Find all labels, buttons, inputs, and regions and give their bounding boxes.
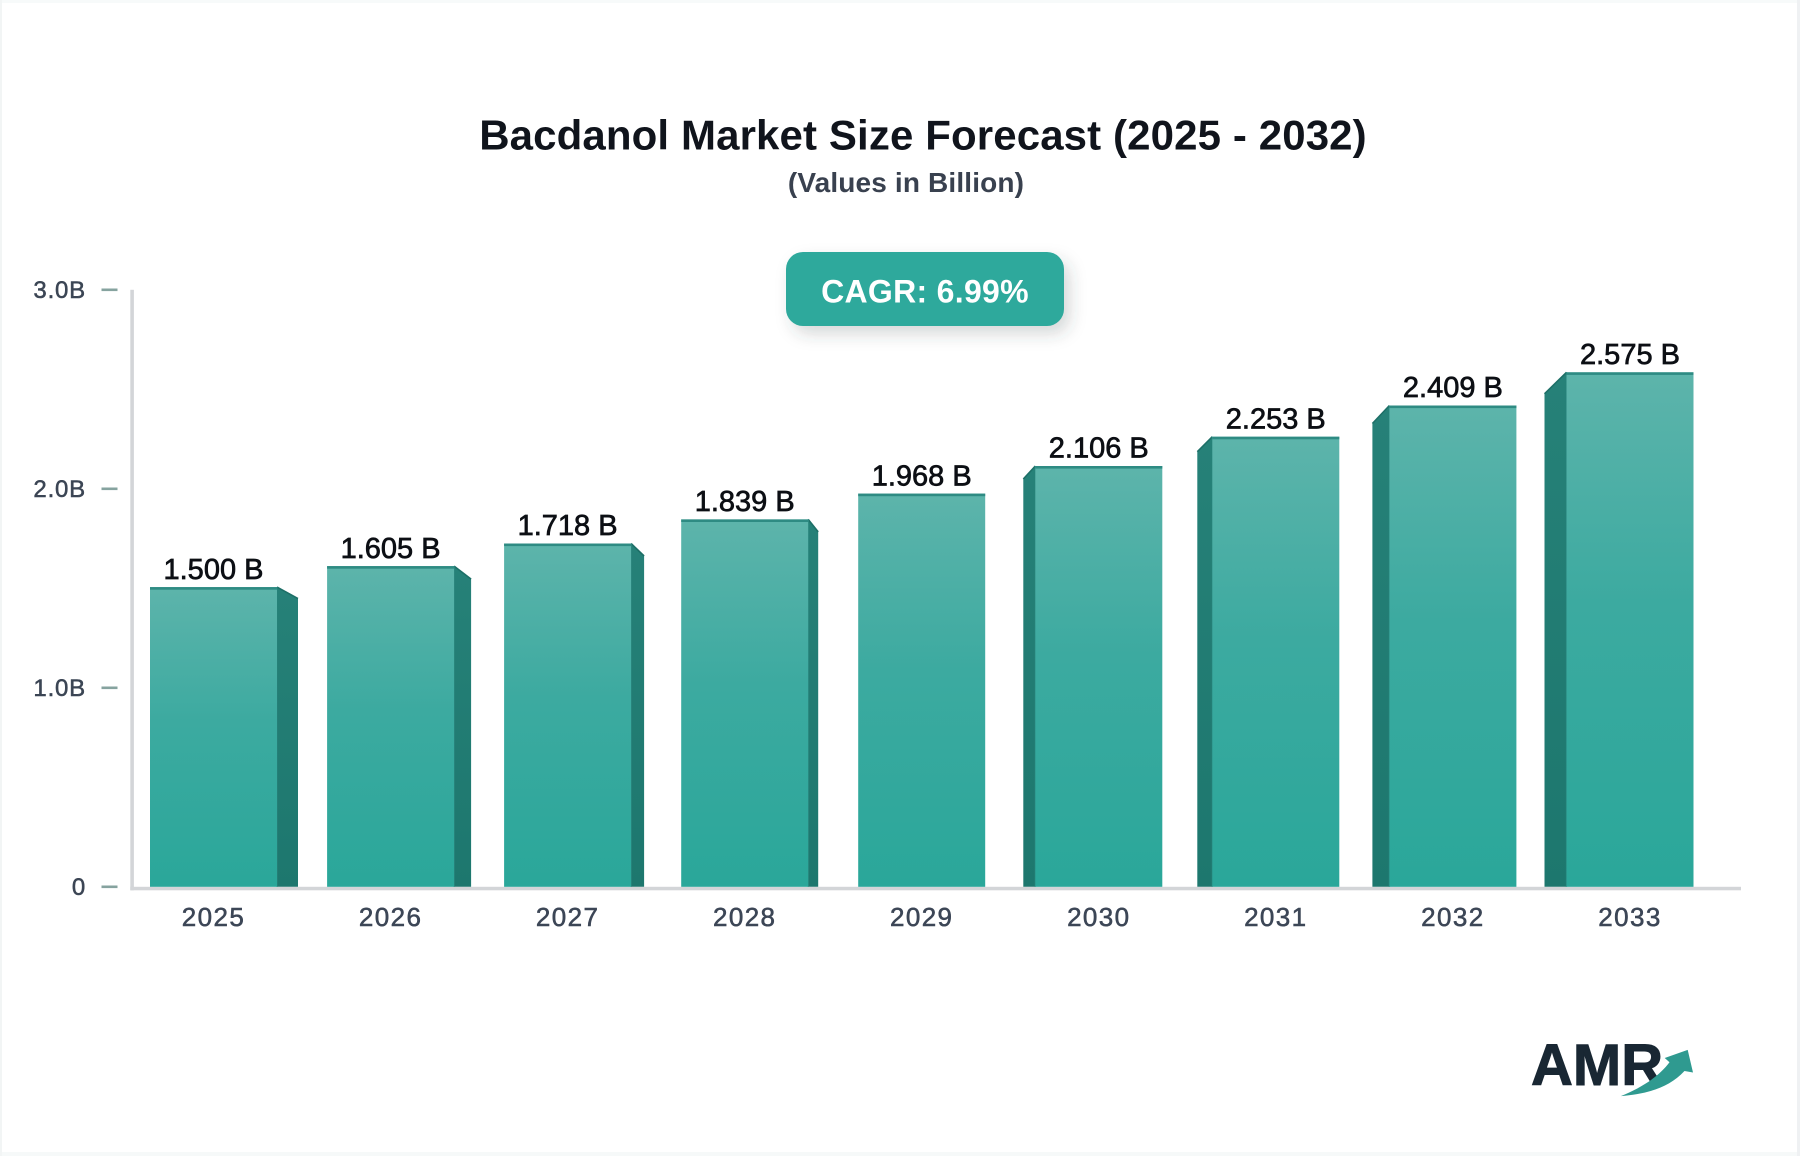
svg-text:AMR: AMR [1531,1033,1663,1098]
svg-text:CAGR: 6.99%: CAGR: 6.99% [821,274,1029,310]
svg-text:1.500 B: 1.500 B [164,554,264,586]
svg-text:3.0B: 3.0B [33,277,86,304]
svg-text:2025: 2025 [182,902,245,932]
svg-text:2029: 2029 [890,902,953,932]
svg-text:2.253 B: 2.253 B [1226,403,1326,435]
svg-text:2027: 2027 [536,902,599,932]
svg-text:2030: 2030 [1067,902,1130,932]
svg-text:1.968 B: 1.968 B [872,460,972,492]
svg-text:2028: 2028 [713,902,776,932]
svg-text:(Values in Billion): (Values in Billion) [788,167,1024,198]
svg-text:Bacdanol Market Size Forecast: Bacdanol Market Size Forecast (2025 - 20… [479,112,1367,159]
svg-text:2026: 2026 [359,902,422,932]
svg-text:1.839 B: 1.839 B [695,486,795,518]
svg-text:2.0B: 2.0B [33,476,86,503]
svg-text:1.605 B: 1.605 B [341,533,441,565]
svg-text:0: 0 [72,874,86,901]
svg-text:2.575 B: 2.575 B [1580,339,1680,371]
svg-text:1.718 B: 1.718 B [518,510,618,542]
svg-text:1.0B: 1.0B [33,675,86,702]
svg-text:2031: 2031 [1244,902,1307,932]
svg-text:2032: 2032 [1421,902,1484,932]
svg-text:2.106 B: 2.106 B [1049,433,1149,465]
svg-text:2.409 B: 2.409 B [1403,372,1503,404]
svg-text:2033: 2033 [1598,902,1661,932]
